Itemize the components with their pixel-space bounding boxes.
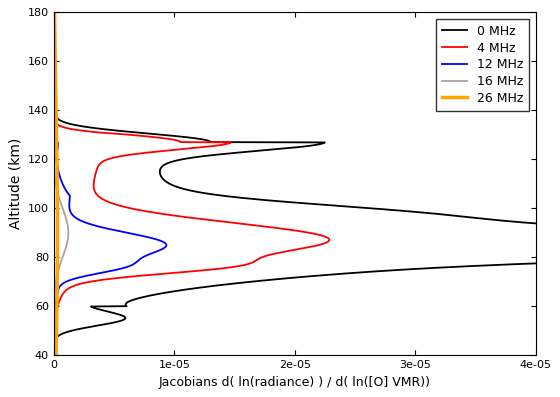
0 MHz	[50, 10, 57, 15]
0 MHz	[55, 118, 62, 122]
26 MHz	[52, 85, 59, 90]
26 MHz	[53, 353, 59, 358]
26 MHz	[52, 79, 59, 84]
Line: 4 MHz: 4 MHz	[54, 12, 329, 355]
0 MHz	[50, 79, 57, 84]
Line: 0 MHz: 0 MHz	[54, 12, 560, 355]
16 MHz	[50, 318, 57, 323]
0 MHz	[119, 318, 126, 323]
4 MHz	[50, 85, 57, 90]
12 MHz	[50, 318, 57, 323]
26 MHz	[54, 202, 60, 206]
26 MHz	[53, 118, 59, 122]
16 MHz	[50, 118, 57, 122]
26 MHz	[53, 318, 60, 323]
26 MHz	[51, 10, 58, 15]
12 MHz	[50, 353, 57, 358]
12 MHz	[71, 214, 77, 219]
0 MHz	[50, 353, 57, 358]
12 MHz	[66, 202, 73, 206]
Line: 16 MHz: 16 MHz	[54, 12, 68, 355]
26 MHz	[54, 214, 61, 219]
0 MHz	[460, 214, 467, 219]
16 MHz	[58, 202, 64, 206]
4 MHz	[51, 118, 58, 122]
Y-axis label: Altitude (km): Altitude (km)	[8, 138, 22, 229]
4 MHz	[50, 79, 57, 84]
Line: 26 MHz: 26 MHz	[54, 12, 58, 355]
X-axis label: Jacobians d( ln(radiance) ) / d( ln([O] VMR)): Jacobians d( ln(radiance) ) / d( ln([O] …	[159, 376, 431, 389]
16 MHz	[50, 85, 57, 90]
16 MHz	[50, 79, 57, 84]
Legend: 0 MHz, 4 MHz, 12 MHz, 16 MHz, 26 MHz: 0 MHz, 4 MHz, 12 MHz, 16 MHz, 26 MHz	[436, 19, 529, 111]
4 MHz	[50, 10, 57, 15]
0 MHz	[50, 85, 57, 90]
4 MHz	[50, 353, 57, 358]
12 MHz	[50, 85, 57, 90]
16 MHz	[50, 353, 57, 358]
16 MHz	[62, 214, 69, 219]
4 MHz	[50, 318, 57, 323]
12 MHz	[50, 79, 57, 84]
16 MHz	[50, 10, 57, 15]
12 MHz	[50, 118, 57, 122]
Line: 12 MHz: 12 MHz	[54, 12, 166, 355]
0 MHz	[313, 202, 320, 206]
4 MHz	[178, 214, 185, 219]
4 MHz	[111, 202, 118, 206]
12 MHz	[50, 10, 57, 15]
